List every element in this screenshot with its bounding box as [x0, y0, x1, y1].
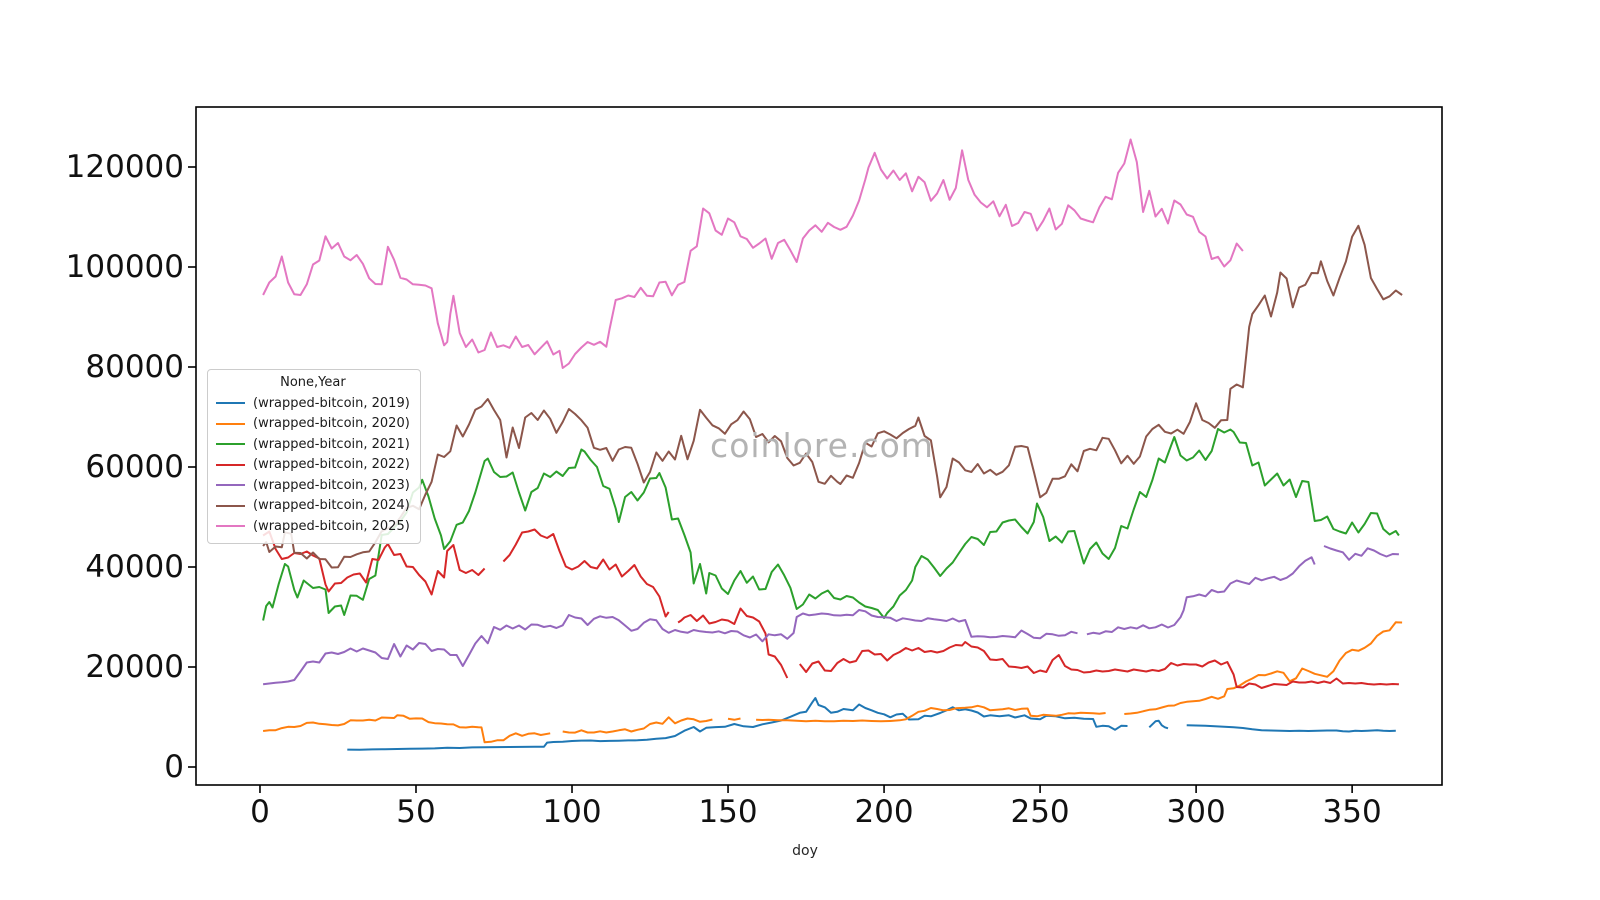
y-tick-label: 0 — [164, 749, 184, 785]
x-tick-label: 200 — [854, 794, 914, 830]
x-tick-label: 150 — [698, 794, 758, 830]
x-tick-label: 350 — [1322, 794, 1382, 830]
legend-line-swatch — [216, 443, 245, 446]
legend-label: (wrapped-bitcoin, 2021) — [253, 436, 410, 452]
legend-title: None,Year — [280, 375, 346, 390]
legend-line-swatch — [216, 422, 245, 425]
legend-line-swatch — [216, 484, 245, 487]
legend-item-2024: (wrapped-bitcoin, 2024) — [216, 496, 410, 517]
x-tick-label: 300 — [1166, 794, 1226, 830]
legend-item-2019: (wrapped-bitcoin, 2019) — [216, 393, 410, 414]
series-line-2025 — [262, 138, 1244, 369]
y-tick-label: 20000 — [85, 649, 184, 685]
legend-line-swatch — [216, 402, 245, 405]
legend-items: (wrapped-bitcoin, 2019) (wrapped-bitcoin,… — [216, 393, 410, 537]
legend: None,Year (wrapped-bitcoin, 2019) (wrappe… — [207, 369, 421, 544]
watermark: coinlore.com — [710, 426, 934, 465]
legend-item-2021: (wrapped-bitcoin, 2021) — [216, 434, 410, 455]
series-line-2023 — [262, 545, 1399, 686]
axes-spines — [195, 106, 1443, 786]
legend-line-swatch — [216, 525, 245, 528]
legend-line-swatch — [216, 504, 245, 507]
legend-label: (wrapped-bitcoin, 2025) — [253, 518, 410, 534]
y-tick-label: 120000 — [65, 149, 184, 185]
legend-label: (wrapped-bitcoin, 2019) — [253, 395, 410, 411]
y-tick-label: 40000 — [85, 549, 184, 585]
x-tick-label: 100 — [542, 794, 602, 830]
series-line-2022 — [262, 528, 1399, 689]
series-line-2019 — [347, 697, 1396, 751]
legend-label: (wrapped-bitcoin, 2020) — [253, 416, 410, 432]
series-line-2024 — [262, 224, 1403, 569]
series-line-2020 — [262, 621, 1403, 744]
x-tick-label: 250 — [1010, 794, 1070, 830]
legend-item-2022: (wrapped-bitcoin, 2022) — [216, 455, 410, 476]
legend-item-2020: (wrapped-bitcoin, 2020) — [216, 414, 410, 435]
series-line-2021 — [262, 428, 1400, 621]
legend-label: (wrapped-bitcoin, 2023) — [253, 477, 410, 493]
x-tick-label: 0 — [250, 794, 270, 830]
x-axis-title: doy — [792, 843, 818, 859]
y-tick-label: 80000 — [85, 349, 184, 385]
y-tick-label: 60000 — [85, 449, 184, 485]
y-tick-label: 100000 — [65, 249, 184, 285]
legend-label: (wrapped-bitcoin, 2022) — [253, 457, 410, 473]
legend-label: (wrapped-bitcoin, 2024) — [253, 498, 410, 514]
x-tick-label: 50 — [396, 794, 436, 830]
legend-item-2025: (wrapped-bitcoin, 2025) — [216, 516, 410, 537]
legend-item-2023: (wrapped-bitcoin, 2023) — [216, 475, 410, 496]
legend-line-swatch — [216, 463, 245, 466]
